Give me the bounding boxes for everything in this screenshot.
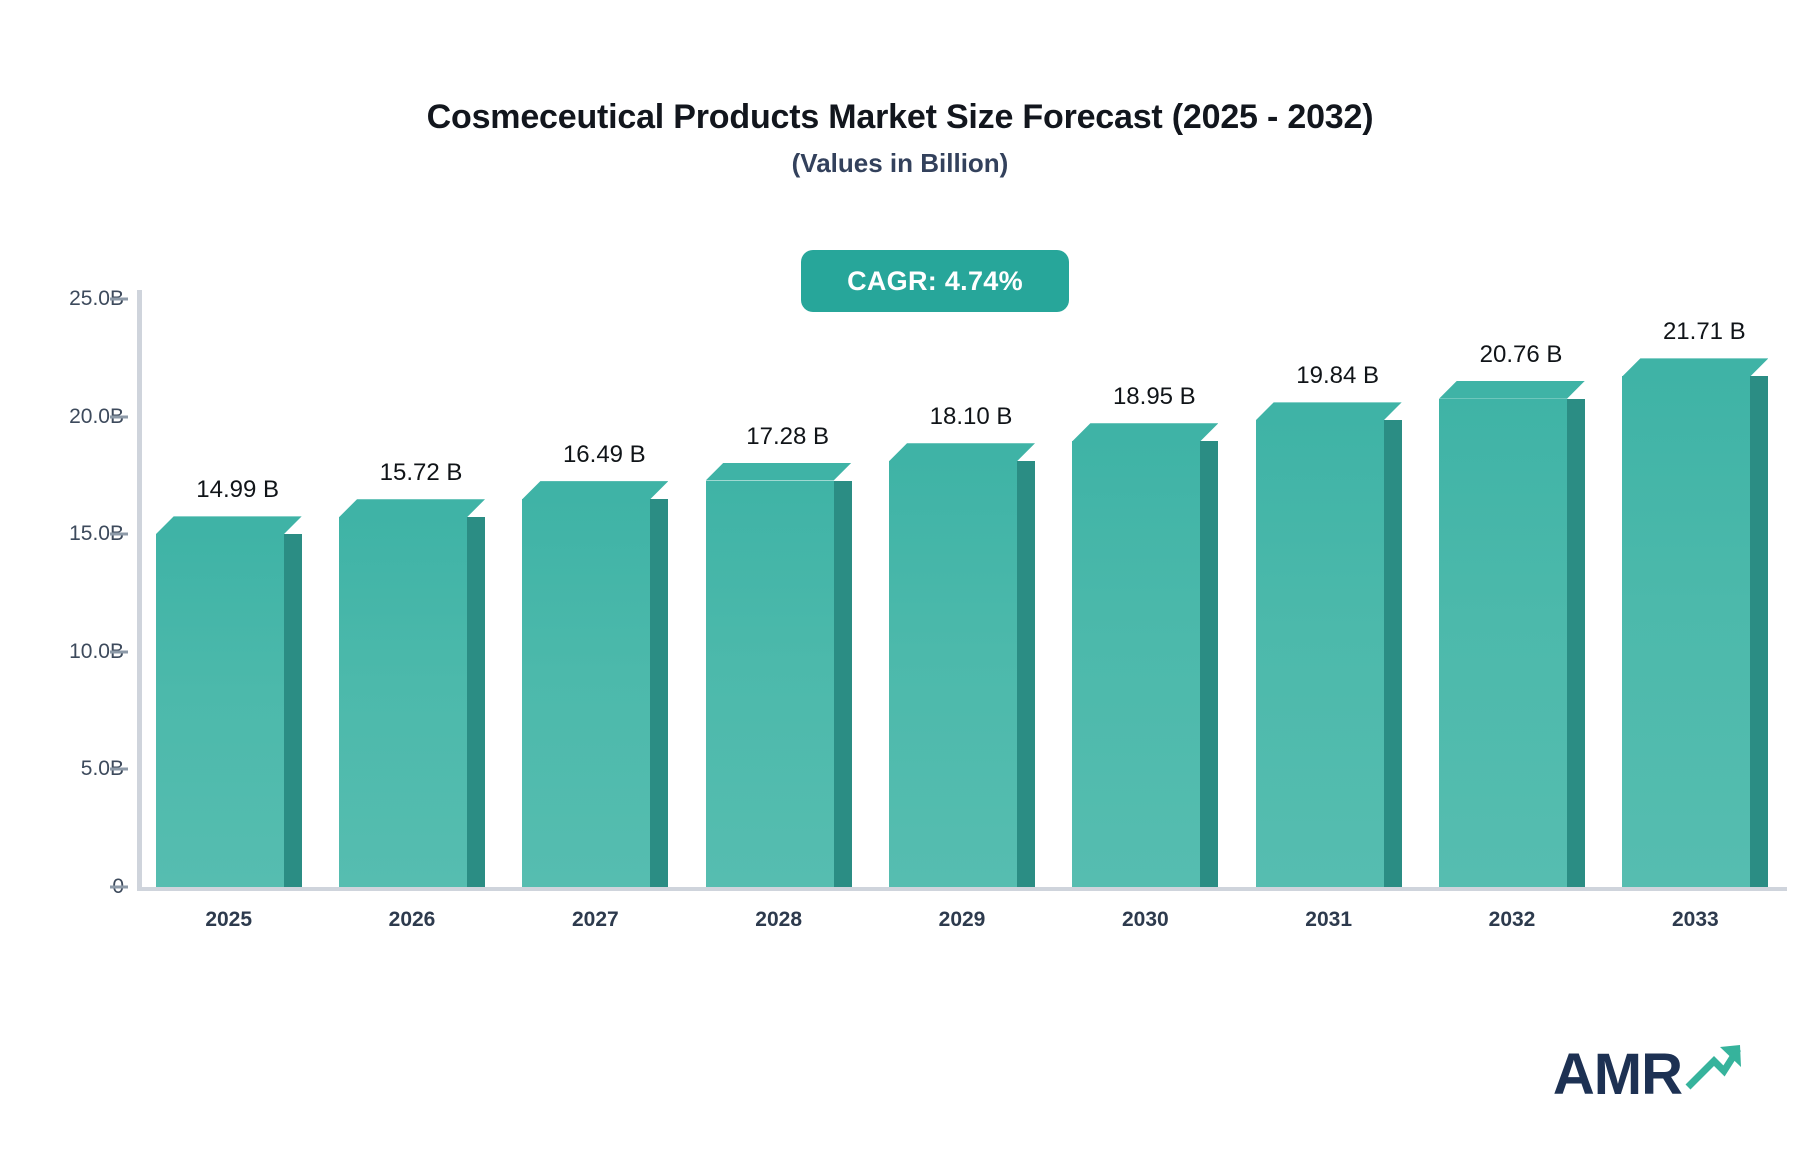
bar-top-face <box>1072 423 1219 442</box>
y-axis-tick-label: 15.0B <box>69 522 124 546</box>
bar-value-label: 14.99 B <box>196 476 280 504</box>
x-axis-tick-2033: 2033 <box>1671 908 1719 931</box>
bar-2026[interactable] <box>339 499 485 887</box>
bar-value-label: 21.71 B <box>1662 318 1746 346</box>
bar-top-face <box>155 516 302 535</box>
amr-logo: AMR <box>1553 1041 1742 1104</box>
bar-2032[interactable] <box>1439 380 1585 887</box>
bar-value-label: 18.10 B <box>929 403 1013 431</box>
x-axis-tick-2032: 2032 <box>1488 908 1536 931</box>
bar-2030[interactable] <box>1072 423 1219 887</box>
bar-2029[interactable] <box>889 443 1035 887</box>
bar-top-face <box>1622 358 1769 377</box>
bar-side-face <box>833 480 852 887</box>
x-axis-tick-2030: 2030 <box>1121 908 1169 931</box>
bar-side-face <box>1567 398 1585 887</box>
bar-2028[interactable] <box>705 462 852 887</box>
bar-side-face <box>650 499 669 887</box>
bar-value-label: 17.28 B <box>746 422 830 450</box>
bar-top-face <box>1255 402 1402 421</box>
y-axis-tick-label: 20.0B <box>69 404 124 428</box>
y-axis-tick-mark <box>110 415 128 419</box>
x-axis-tick-2031: 2031 <box>1305 908 1353 931</box>
bar-face <box>1255 420 1384 887</box>
bar-face <box>1439 398 1567 887</box>
x-axis-tick-2028: 2028 <box>755 908 803 931</box>
x-axis-line <box>137 887 1787 891</box>
chart-subtitle: (Values in Billion) <box>791 148 1009 178</box>
y-axis-tick-label: 25.0B <box>69 286 124 310</box>
bar-top-face <box>339 499 485 518</box>
y-axis-tick-label: 0 <box>0 875 124 899</box>
bar-face <box>155 534 284 887</box>
bar-side-face <box>1750 376 1769 887</box>
amr-logo-text: AMR <box>1552 1042 1683 1107</box>
bar-2033[interactable] <box>1622 358 1769 887</box>
bar-face <box>522 499 651 887</box>
y-axis-tick-mark <box>110 767 128 771</box>
bar-value-label: 16.49 B <box>562 441 646 469</box>
cagr-badge-label: CAGR: 4.74% <box>847 265 1023 296</box>
growth-arrow-icon <box>1684 1041 1742 1098</box>
x-axis-tick-2026: 2026 <box>388 908 436 931</box>
bar-value-label: 19.84 B <box>1296 362 1380 390</box>
plot-area: 14.99 B 15.72 B 16.49 B 17.28 B 18.10 B 18.95… <box>69 287 1787 931</box>
y-axis-tick-mark <box>110 650 128 654</box>
x-axis-tick-2029: 2029 <box>938 908 986 931</box>
bars-layer: 14.99 B 15.72 B 16.49 B 17.28 B 18.10 B 18.95… <box>137 290 1787 890</box>
bar-side-face <box>1200 441 1219 887</box>
bar-side-face <box>1383 420 1402 887</box>
x-axis-tick-2027: 2027 <box>571 908 619 931</box>
bar-top-face <box>522 481 669 500</box>
y-axis-tick-mark <box>110 297 128 301</box>
bar-face <box>705 480 834 887</box>
bar-value-label: 20.76 B <box>1479 340 1563 368</box>
chart-title: Cosmeceutical Products Market Size Forec… <box>426 98 1374 136</box>
y-axis-tick-mark <box>110 532 128 536</box>
y-axis-tick-mark <box>110 885 128 889</box>
bar-face <box>889 461 1017 887</box>
bar-side-face <box>1017 461 1035 887</box>
bar-top-face <box>1439 380 1585 399</box>
bar-value-label: 15.72 B <box>379 459 463 487</box>
bar-top-face <box>705 462 852 481</box>
y-axis-tick-label: 10.0B <box>69 639 124 663</box>
cagr-badge: CAGR: 4.74% <box>801 250 1069 312</box>
bar-face <box>339 517 467 887</box>
x-axis-tick-2025: 2025 <box>205 908 253 931</box>
bar-face <box>1622 376 1751 887</box>
bar-side-face <box>283 534 302 887</box>
y-axis-tick-label: 5.0B <box>80 757 124 781</box>
bar-face <box>1072 441 1201 887</box>
bar-2025[interactable] <box>155 516 302 887</box>
bar-side-face <box>467 517 485 887</box>
bar-value-label: 18.95 B <box>1112 383 1196 411</box>
y-axis-line <box>137 290 142 890</box>
bar-2031[interactable] <box>1255 402 1402 887</box>
bar-2027[interactable] <box>522 481 669 887</box>
bar-top-face <box>889 443 1035 462</box>
